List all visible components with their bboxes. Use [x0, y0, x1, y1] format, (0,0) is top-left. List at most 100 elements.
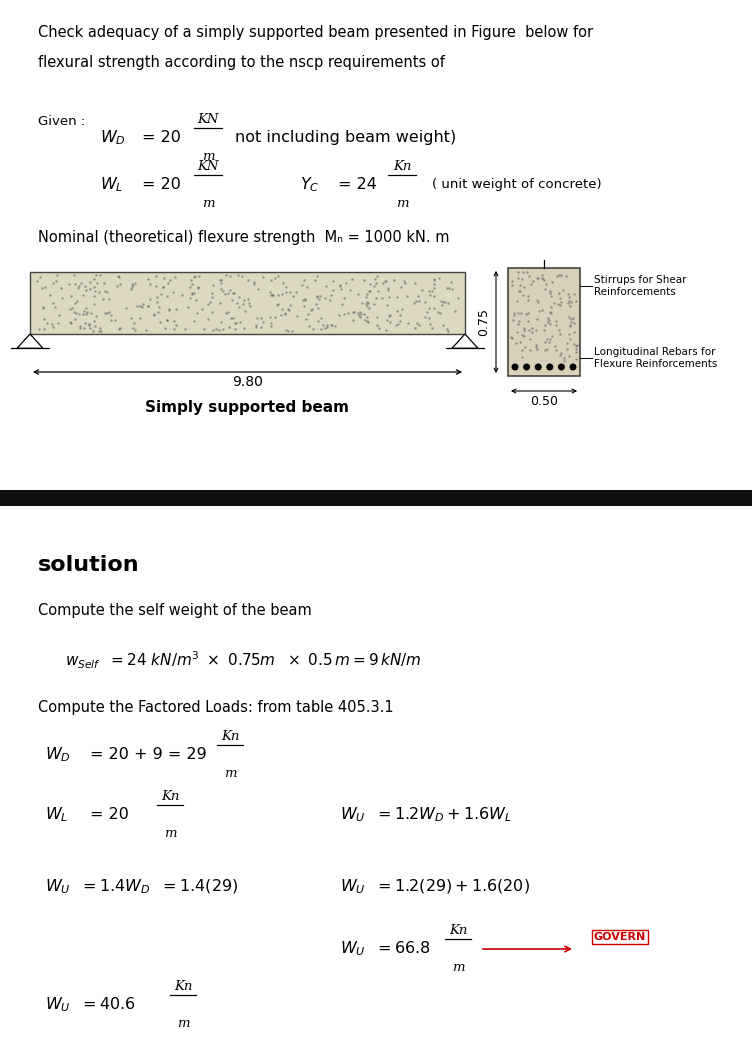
Point	[217, 321, 229, 338]
Point	[207, 322, 219, 339]
Point	[129, 275, 141, 292]
Point	[553, 322, 566, 339]
Point	[562, 295, 574, 312]
Point	[286, 322, 298, 339]
Point	[557, 350, 569, 367]
Point	[206, 303, 218, 320]
Point	[371, 317, 384, 334]
Point	[34, 269, 46, 286]
Point	[553, 290, 566, 306]
Text: ( unit weight of concrete): ( unit weight of concrete)	[432, 179, 602, 191]
Point	[508, 306, 520, 323]
Text: Kn: Kn	[161, 790, 179, 803]
Point	[196, 300, 208, 317]
Point	[69, 295, 81, 312]
Point	[352, 286, 364, 302]
Point	[111, 278, 123, 295]
Point	[299, 292, 311, 309]
Point	[514, 283, 526, 300]
Point	[299, 290, 311, 306]
Point	[275, 306, 287, 323]
Point	[33, 321, 45, 338]
Point	[252, 280, 264, 297]
Point	[550, 341, 562, 358]
Point	[380, 273, 392, 290]
Point	[154, 314, 166, 331]
Point	[127, 277, 139, 294]
Point	[186, 286, 199, 302]
Point	[522, 305, 534, 322]
Text: not including beam weight): not including beam weight)	[235, 131, 456, 145]
Point	[183, 290, 196, 306]
Point	[144, 276, 156, 293]
Point	[148, 305, 160, 322]
Point	[265, 318, 277, 335]
Point	[441, 279, 453, 296]
Point	[565, 294, 577, 311]
Text: GOVERN: GOVERN	[594, 932, 646, 942]
Point	[368, 278, 381, 295]
Point	[314, 288, 326, 304]
Point	[88, 271, 100, 288]
Point	[307, 320, 319, 337]
Point	[227, 285, 239, 301]
Point	[152, 303, 164, 320]
Point	[362, 294, 374, 311]
Point	[284, 283, 296, 300]
Point	[544, 303, 556, 320]
Point	[128, 315, 140, 332]
Point	[340, 275, 352, 292]
Point	[370, 274, 382, 291]
Point	[553, 296, 565, 313]
Text: Compute the self weight of the beam: Compute the self weight of the beam	[38, 602, 312, 618]
Point	[234, 314, 246, 331]
Point	[506, 273, 518, 290]
Point	[517, 264, 529, 280]
Point	[104, 304, 116, 321]
Point	[514, 334, 526, 350]
Point	[536, 267, 548, 283]
Point	[426, 320, 438, 337]
Point	[434, 304, 446, 321]
Point	[442, 322, 454, 339]
Point	[47, 275, 59, 292]
Point	[180, 321, 192, 338]
Point	[210, 321, 222, 338]
Point	[320, 320, 332, 337]
Point	[301, 278, 313, 295]
Point	[72, 279, 84, 296]
Point	[206, 285, 218, 301]
Point	[99, 282, 111, 299]
Point	[94, 319, 106, 336]
Point	[539, 316, 551, 333]
Point	[51, 267, 63, 283]
Point	[338, 305, 350, 322]
Point	[435, 293, 447, 310]
Text: Kn: Kn	[174, 980, 193, 993]
Point	[561, 335, 573, 351]
Point	[99, 275, 111, 292]
Point	[164, 271, 176, 288]
Point	[362, 314, 374, 331]
Point	[526, 319, 538, 336]
Point	[531, 270, 543, 287]
Point	[536, 270, 548, 287]
Point	[184, 278, 196, 295]
Point	[227, 310, 239, 326]
Point	[327, 281, 339, 298]
Point	[399, 272, 411, 289]
Point	[302, 305, 314, 322]
Text: Kn: Kn	[221, 730, 239, 743]
Point	[541, 331, 553, 347]
Text: Simply supported beam: Simply supported beam	[145, 400, 350, 415]
Point	[90, 308, 102, 324]
Point	[423, 287, 435, 303]
Point	[530, 322, 542, 339]
Point	[156, 278, 168, 295]
Point	[516, 349, 528, 366]
Point	[402, 315, 414, 332]
Point	[160, 312, 172, 328]
Point	[287, 288, 299, 304]
Point	[516, 327, 528, 344]
Point	[390, 317, 402, 334]
